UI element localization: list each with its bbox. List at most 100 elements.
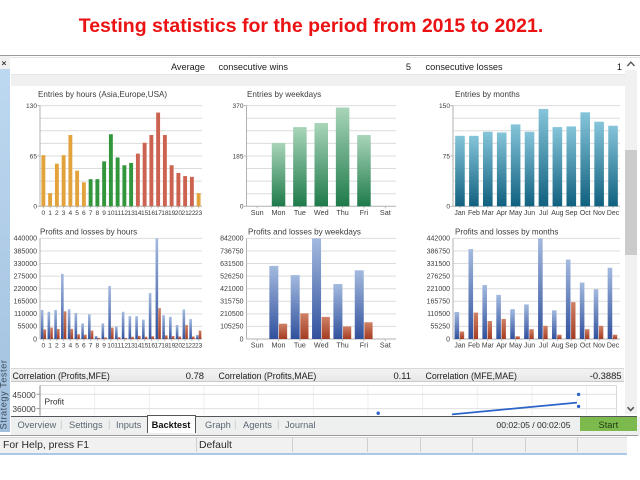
- svg-text:20: 20: [175, 343, 183, 350]
- svg-text:Apr: Apr: [496, 210, 507, 217]
- svg-text:842000: 842000: [220, 236, 243, 243]
- svg-text:Entries by hours (Asia,Europe,: Entries by hours (Asia,Europe,USA): [38, 90, 167, 99]
- svg-text:6: 6: [82, 343, 86, 350]
- svg-text:May: May: [509, 210, 523, 217]
- svg-text:Oct: Oct: [580, 210, 591, 217]
- svg-text:220000: 220000: [14, 286, 37, 293]
- svg-text:Feb: Feb: [468, 210, 480, 217]
- svg-text:0: 0: [446, 204, 450, 211]
- svg-text:18: 18: [161, 343, 169, 350]
- svg-text:21: 21: [181, 343, 189, 350]
- svg-text:385000: 385000: [14, 248, 37, 255]
- svg-text:Sat: Sat: [380, 341, 391, 350]
- svg-text:105250: 105250: [220, 324, 243, 331]
- svg-text:22: 22: [188, 210, 196, 217]
- svg-text:23: 23: [195, 343, 203, 350]
- svg-text:17: 17: [154, 210, 162, 217]
- svg-text:Wed: Wed: [314, 208, 329, 217]
- svg-text:12: 12: [121, 343, 129, 350]
- svg-text:36000: 36000: [12, 404, 36, 414]
- svg-text:9: 9: [102, 210, 106, 217]
- svg-text:Thu: Thu: [336, 208, 348, 217]
- svg-text:4: 4: [69, 210, 73, 217]
- svg-text:2: 2: [55, 343, 59, 350]
- svg-text:Tue: Tue: [294, 341, 306, 350]
- svg-text:12: 12: [121, 210, 129, 217]
- svg-text:55250: 55250: [431, 324, 451, 331]
- svg-text:14: 14: [134, 343, 142, 350]
- svg-text:0: 0: [42, 210, 46, 217]
- svg-text:18: 18: [161, 210, 169, 217]
- svg-text:May: May: [509, 343, 523, 350]
- svg-text:16: 16: [148, 210, 156, 217]
- svg-text:0: 0: [240, 204, 244, 211]
- svg-text:Aug: Aug: [551, 210, 563, 217]
- svg-text:17: 17: [154, 343, 162, 350]
- svg-text:11: 11: [114, 210, 121, 217]
- svg-text:631500: 631500: [220, 261, 243, 268]
- svg-text:442000: 442000: [427, 236, 450, 243]
- svg-text:Tue: Tue: [294, 208, 306, 217]
- svg-text:Dec: Dec: [607, 343, 620, 350]
- svg-text:10: 10: [107, 343, 115, 350]
- svg-text:Jan: Jan: [454, 343, 465, 350]
- svg-text:5: 5: [75, 343, 79, 350]
- svg-text:150: 150: [439, 103, 450, 110]
- svg-text:Mon: Mon: [272, 341, 286, 350]
- svg-text:315750: 315750: [220, 299, 243, 306]
- svg-text:Profits and losses by hours: Profits and losses by hours: [40, 228, 137, 237]
- svg-text:Sat: Sat: [380, 208, 391, 217]
- svg-text:Mar: Mar: [482, 343, 495, 350]
- svg-text:6: 6: [82, 210, 86, 217]
- svg-text:23: 23: [195, 210, 203, 217]
- svg-text:Jan: Jan: [454, 210, 465, 217]
- svg-text:Jul: Jul: [539, 343, 548, 350]
- svg-text:Entries by weekdays: Entries by weekdays: [247, 90, 321, 99]
- svg-text:185: 185: [232, 153, 243, 160]
- svg-text:331500: 331500: [427, 261, 450, 268]
- svg-text:8: 8: [96, 343, 100, 350]
- svg-text:3: 3: [62, 210, 66, 217]
- svg-text:386750: 386750: [427, 248, 450, 255]
- svg-text:370: 370: [232, 103, 243, 110]
- svg-text:7: 7: [89, 343, 93, 350]
- svg-text:Mar: Mar: [482, 210, 495, 217]
- svg-text:11: 11: [114, 343, 121, 350]
- svg-text:8: 8: [96, 210, 100, 217]
- svg-text:Oct: Oct: [580, 343, 591, 350]
- svg-text:165750: 165750: [427, 299, 450, 306]
- svg-text:0: 0: [240, 336, 244, 343]
- svg-text:13: 13: [127, 343, 135, 350]
- svg-text:421000: 421000: [220, 286, 243, 293]
- svg-text:21: 21: [181, 210, 189, 217]
- svg-text:3: 3: [62, 343, 66, 350]
- svg-text:Sun: Sun: [251, 341, 264, 350]
- svg-text:19: 19: [168, 210, 176, 217]
- svg-text:Dec: Dec: [607, 210, 620, 217]
- svg-text:Apr: Apr: [496, 343, 507, 350]
- svg-text:0: 0: [33, 204, 37, 211]
- svg-text:10: 10: [107, 210, 115, 217]
- svg-text:275000: 275000: [14, 273, 37, 280]
- svg-text:7: 7: [89, 210, 93, 217]
- svg-text:Jun: Jun: [524, 210, 535, 217]
- svg-text:1: 1: [48, 210, 52, 217]
- svg-text:Profits and losses by weekdays: Profits and losses by weekdays: [248, 228, 361, 237]
- svg-text:Fri: Fri: [360, 208, 369, 217]
- svg-text:736750: 736750: [220, 248, 243, 255]
- svg-text:Nov: Nov: [593, 210, 606, 217]
- svg-text:14: 14: [134, 210, 142, 217]
- svg-text:0: 0: [446, 336, 450, 343]
- svg-text:20: 20: [175, 210, 183, 217]
- svg-text:165000: 165000: [14, 299, 37, 306]
- svg-text:110000: 110000: [14, 311, 37, 318]
- svg-text:Jun: Jun: [524, 343, 535, 350]
- svg-text:4: 4: [69, 343, 73, 350]
- svg-text:45000: 45000: [12, 390, 36, 400]
- svg-text:Profits and losses by months: Profits and losses by months: [455, 228, 558, 237]
- svg-text:221000: 221000: [427, 286, 450, 293]
- svg-text:210500: 210500: [220, 311, 243, 318]
- svg-text:Mon: Mon: [272, 208, 286, 217]
- svg-text:5: 5: [75, 210, 79, 217]
- svg-text:Profit: Profit: [45, 397, 65, 407]
